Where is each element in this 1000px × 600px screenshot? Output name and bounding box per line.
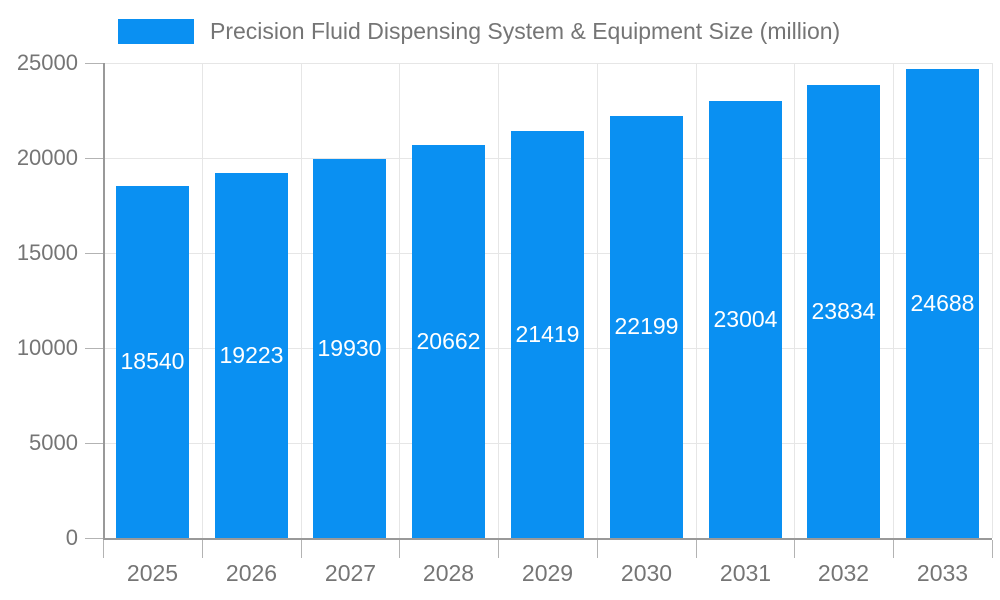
x-tick bbox=[103, 540, 104, 558]
bar-value-label: 18540 bbox=[120, 348, 185, 374]
x-tick-label: 2029 bbox=[521, 560, 574, 586]
x-tick bbox=[794, 540, 795, 558]
bar[interactable] bbox=[709, 101, 782, 538]
x-tick-label: 2028 bbox=[422, 560, 475, 586]
x-gridline bbox=[794, 63, 795, 538]
x-tick bbox=[696, 540, 697, 558]
y-tick-label: 5000 bbox=[29, 430, 78, 455]
chart-legend[interactable]: Precision Fluid Dispensing System & Equi… bbox=[118, 18, 841, 44]
x-tick-label: 2033 bbox=[916, 560, 969, 586]
y-axis bbox=[103, 63, 105, 538]
bar-value-label: 19930 bbox=[317, 335, 382, 361]
y-gridline bbox=[103, 63, 992, 64]
bar[interactable] bbox=[511, 131, 584, 538]
x-tick bbox=[301, 540, 302, 558]
y-tick-label: 10000 bbox=[16, 335, 78, 360]
y-tick bbox=[85, 253, 103, 254]
x-gridline bbox=[498, 63, 499, 538]
bar-value-label: 23004 bbox=[713, 306, 778, 332]
bar[interactable] bbox=[610, 116, 683, 538]
y-tick-label: 25000 bbox=[16, 50, 78, 75]
x-tick-label: 2032 bbox=[817, 560, 870, 586]
y-tick bbox=[85, 348, 103, 349]
x-axis bbox=[103, 538, 992, 540]
x-gridline bbox=[597, 63, 598, 538]
bar[interactable] bbox=[412, 145, 485, 538]
x-gridline bbox=[301, 63, 302, 538]
x-tick bbox=[498, 540, 499, 558]
x-tick bbox=[893, 540, 894, 558]
bar[interactable] bbox=[313, 159, 386, 538]
x-tick-label: 2025 bbox=[126, 560, 179, 586]
x-tick bbox=[597, 540, 598, 558]
x-tick-label: 2030 bbox=[620, 560, 673, 586]
bar[interactable] bbox=[116, 186, 189, 538]
x-tick bbox=[399, 540, 400, 558]
y-tick bbox=[85, 158, 103, 159]
y-tick-label: 20000 bbox=[16, 145, 78, 170]
x-tick-label: 2026 bbox=[225, 560, 278, 586]
bar-value-label: 24688 bbox=[910, 290, 975, 316]
x-tick bbox=[202, 540, 203, 558]
bar[interactable] bbox=[215, 173, 288, 538]
bar-value-label: 23834 bbox=[811, 298, 876, 324]
y-tick bbox=[85, 443, 103, 444]
x-gridline bbox=[399, 63, 400, 538]
x-gridline bbox=[696, 63, 697, 538]
x-tick-label: 2031 bbox=[719, 560, 772, 586]
x-gridline bbox=[893, 63, 894, 538]
y-tick bbox=[85, 63, 103, 64]
bar-value-label: 22199 bbox=[614, 313, 679, 339]
bar-value-label: 20662 bbox=[416, 328, 481, 354]
bar-value-label: 19223 bbox=[219, 342, 284, 368]
y-tick bbox=[85, 538, 103, 539]
bar-value-label: 21419 bbox=[515, 321, 580, 347]
x-gridline bbox=[992, 63, 993, 538]
x-tick-label: 2027 bbox=[324, 560, 377, 586]
x-tick bbox=[992, 540, 993, 558]
bar[interactable] bbox=[807, 85, 880, 538]
legend-label: Precision Fluid Dispensing System & Equi… bbox=[210, 18, 841, 44]
y-tick-label: 15000 bbox=[16, 240, 78, 265]
x-gridline bbox=[202, 63, 203, 538]
bar[interactable] bbox=[906, 69, 979, 538]
legend-swatch-icon bbox=[118, 19, 194, 44]
y-tick-label: 0 bbox=[65, 525, 78, 550]
